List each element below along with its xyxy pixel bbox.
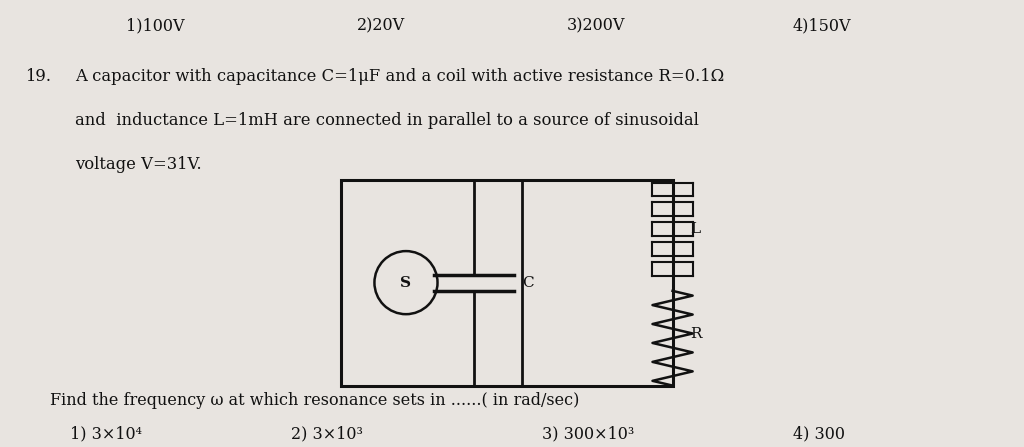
Text: voltage V=31V.: voltage V=31V. xyxy=(76,156,202,173)
Text: 4)150V: 4)150V xyxy=(793,17,852,34)
Text: S: S xyxy=(400,276,412,290)
Text: 1) 3×10⁴: 1) 3×10⁴ xyxy=(71,425,142,442)
Text: 2)20V: 2)20V xyxy=(356,17,404,34)
Text: Find the frequency ω at which resonance sets in ......( in rad/sec): Find the frequency ω at which resonance … xyxy=(50,392,580,409)
Text: R: R xyxy=(690,327,702,341)
Text: and  inductance L=1mH are connected in parallel to a source of sinusoidal: and inductance L=1mH are connected in pa… xyxy=(76,112,699,129)
Text: L: L xyxy=(690,222,700,236)
Text: 3)200V: 3)200V xyxy=(567,17,626,34)
Text: 2) 3×10³: 2) 3×10³ xyxy=(291,425,364,442)
Text: 4) 300: 4) 300 xyxy=(793,425,845,442)
Text: A capacitor with capacitance C=1μF and a coil with active resistance R=0.1Ω: A capacitor with capacitance C=1μF and a… xyxy=(76,68,725,85)
Text: 3) 300×10³: 3) 300×10³ xyxy=(542,425,635,442)
Text: C: C xyxy=(522,276,534,290)
Text: 1)100V: 1)100V xyxy=(126,17,184,34)
Text: 19.: 19. xyxy=(26,68,51,85)
Bar xyxy=(341,180,673,386)
